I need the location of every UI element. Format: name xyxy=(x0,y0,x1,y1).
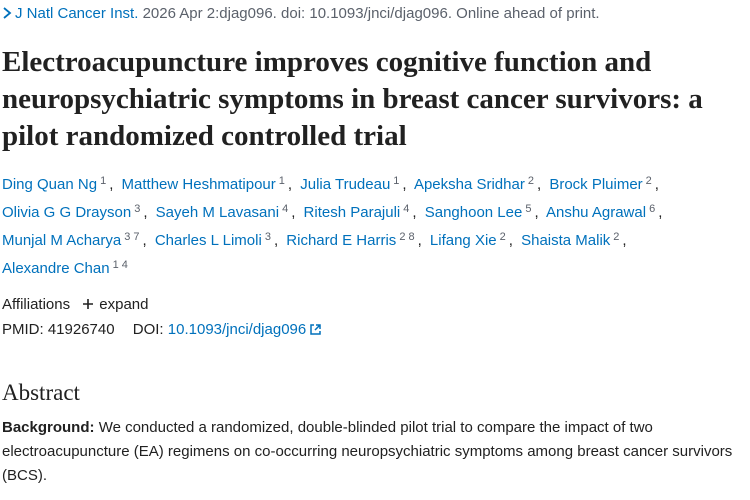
affiliation-numbers: 2 xyxy=(528,175,537,187)
author: Ritesh Parajuli 4 xyxy=(303,203,421,221)
affiliation-numbers: 2 xyxy=(613,231,622,243)
citation: J Natl Cancer Inst. 2026 Apr 2:djag096. … xyxy=(2,4,742,24)
affiliation-numbers: 1 xyxy=(393,175,402,187)
affiliation-number[interactable]: 3 xyxy=(124,231,131,243)
affiliations-label: Affiliations xyxy=(2,296,71,313)
article-title: Electroacupuncture improves cognitive fu… xyxy=(2,46,703,152)
author-name[interactable]: Matthew Heshmatipour xyxy=(121,176,276,193)
affiliation-number[interactable]: 2 xyxy=(499,231,506,243)
affiliation-numbers: 2 xyxy=(646,175,655,187)
author: Shaista Malik 2 xyxy=(521,231,631,249)
author: Apeksha Sridhar 2 xyxy=(413,175,545,193)
doi-label: DOI: xyxy=(132,321,164,338)
author-name[interactable]: Ding Quan Ng xyxy=(2,176,98,193)
expand-toggle[interactable]: expand xyxy=(82,296,148,313)
external-link-icon xyxy=(310,324,321,335)
author: Matthew Heshmatipour 1 xyxy=(121,175,297,193)
affiliation-number[interactable]: 1 xyxy=(278,175,285,187)
affiliation-number[interactable]: 1 xyxy=(112,259,119,271)
identifiers: PMID: 41926740 DOI: 10.1093/jnci/djag096 xyxy=(2,317,742,342)
author: Sayeh M Lavasani 4 xyxy=(155,203,300,221)
affiliation-numbers: 3 xyxy=(265,231,274,243)
author: Julia Trudeau 1 xyxy=(300,175,410,193)
background-text: We conducted a randomized, double-blinde… xyxy=(2,419,733,484)
affiliations-row: Affiliations expand xyxy=(2,292,742,317)
affiliation-number[interactable]: 7 xyxy=(133,231,140,243)
author: Brock Pluimer 2 xyxy=(549,175,663,193)
author-name[interactable]: Anshu Agrawal xyxy=(545,204,647,221)
affiliation-numbers: 4 xyxy=(282,203,291,215)
affiliation-numbers: 5 xyxy=(525,203,534,215)
affiliation-number[interactable]: 5 xyxy=(525,203,532,215)
affiliation-numbers: 3 xyxy=(134,203,143,215)
doi-link[interactable]: 10.1093/jnci/djag096 xyxy=(168,321,322,338)
affiliation-number[interactable]: 3 xyxy=(264,231,271,243)
affiliation-number[interactable]: 4 xyxy=(121,259,128,271)
affiliation-number[interactable]: 2 xyxy=(527,175,534,187)
author: Munjal M Acharya 3 7 xyxy=(2,231,151,249)
plus-icon xyxy=(83,299,94,309)
affiliation-number[interactable]: 6 xyxy=(649,203,656,215)
author: Richard E Harris 2 8 xyxy=(286,231,425,249)
author-name[interactable]: Brock Pluimer xyxy=(549,176,643,193)
affiliation-number[interactable]: 3 xyxy=(134,203,141,215)
author-name[interactable]: Richard E Harris xyxy=(286,232,397,249)
pmid: 41926740 xyxy=(47,321,115,338)
doi-text: 10.1093/jnci/djag096 xyxy=(167,321,307,338)
abstract-heading: Abstract xyxy=(2,380,80,405)
author-name[interactable]: Ritesh Parajuli xyxy=(303,204,401,221)
chevron-icon xyxy=(3,7,12,19)
affiliation-numbers: 1 xyxy=(100,175,109,187)
author-name[interactable]: Charles L Limoli xyxy=(154,232,262,249)
article-header: J Natl Cancer Inst. 2026 Apr 2:djag096. … xyxy=(2,4,742,488)
affiliation-numbers: 1 xyxy=(279,175,288,187)
affiliation-numbers: 6 xyxy=(649,203,658,215)
affiliation-number[interactable]: 2 xyxy=(645,175,652,187)
expand-text: expand xyxy=(99,296,149,313)
affiliation-number[interactable]: 1 xyxy=(393,175,400,187)
affiliation-number[interactable]: 8 xyxy=(408,231,415,243)
affiliation-number[interactable]: 2 xyxy=(613,231,620,243)
abstract-background: Background: We conducted a randomized, d… xyxy=(2,416,742,488)
author-name[interactable]: Sayeh M Lavasani xyxy=(155,204,280,221)
author-name[interactable]: Alexandre Chan xyxy=(2,260,110,277)
author: Lifang Xie 2 xyxy=(429,231,517,249)
author-name[interactable]: Julia Trudeau xyxy=(300,176,391,193)
author: Charles L Limoli 3 xyxy=(154,231,282,249)
citation-details: 2026 Apr 2:djag096. doi: 10.1093/jnci/dj… xyxy=(142,5,600,22)
author-name[interactable]: Apeksha Sridhar xyxy=(413,176,525,193)
author: Olivia G G Drayson 3 xyxy=(2,203,152,221)
author: Ding Quan Ng 1 xyxy=(2,175,117,193)
background-label: Background: xyxy=(2,419,95,436)
affiliation-number[interactable]: 2 xyxy=(399,231,406,243)
affiliation-number[interactable]: 1 xyxy=(100,175,107,187)
pmid-label: PMID: xyxy=(2,321,44,338)
author-name[interactable]: Olivia G G Drayson xyxy=(2,204,132,221)
affiliation-numbers: 2 xyxy=(500,231,509,243)
author-name[interactable]: Shaista Malik xyxy=(521,232,611,249)
author: Anshu Agrawal 6 xyxy=(545,203,666,221)
author-name[interactable]: Munjal M Acharya xyxy=(2,232,122,249)
affiliation-number[interactable]: 4 xyxy=(403,203,410,215)
author: Sanghoon Lee 5 xyxy=(424,203,543,221)
affiliation-number[interactable]: 4 xyxy=(282,203,289,215)
author-name[interactable]: Sanghoon Lee xyxy=(424,204,523,221)
affiliation-numbers: 4 xyxy=(403,203,412,215)
journal-link[interactable]: J Natl Cancer Inst. xyxy=(15,5,139,22)
author-name[interactable]: Lifang Xie xyxy=(429,232,497,249)
author: Alexandre Chan 1 4 xyxy=(2,259,131,277)
